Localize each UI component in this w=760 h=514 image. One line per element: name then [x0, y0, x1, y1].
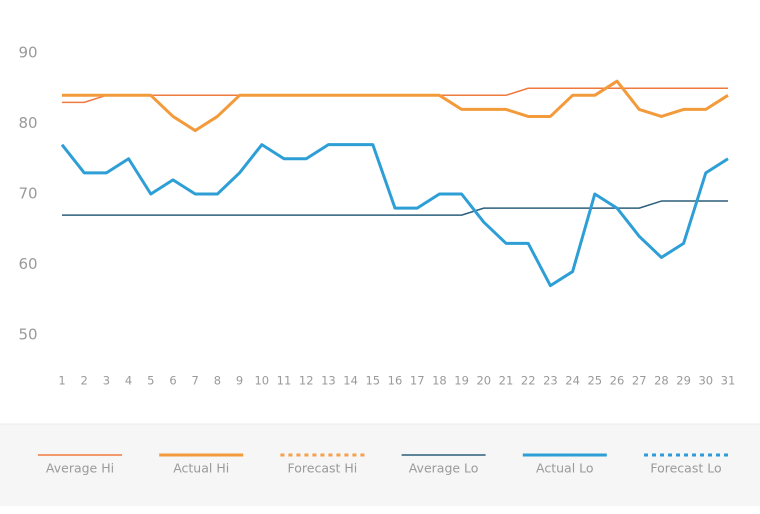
x-tick-label: 26 — [610, 374, 625, 388]
legend-label: Forecast Lo — [650, 461, 721, 476]
x-tick-label: 19 — [454, 374, 469, 388]
x-tick-label: 28 — [654, 374, 669, 388]
x-tick-label: 15 — [365, 374, 380, 388]
x-tick-label: 31 — [721, 374, 736, 388]
x-tick-label: 11 — [277, 374, 292, 388]
y-tick-label: 80 — [18, 114, 37, 132]
x-tick-label: 7 — [192, 374, 199, 388]
x-tick-label: 27 — [632, 374, 647, 388]
x-tick-label: 16 — [388, 374, 403, 388]
series-line — [62, 79, 729, 133]
y-tick-label: 60 — [18, 255, 37, 273]
x-tick-label: 17 — [410, 374, 425, 388]
legend-panel — [0, 424, 760, 506]
x-tick-label: 4 — [125, 374, 132, 388]
x-tick-label: 6 — [169, 374, 176, 388]
x-tick-label: 3 — [103, 374, 110, 388]
legend-label: Average Lo — [409, 461, 479, 476]
x-tick-label: 30 — [698, 374, 713, 388]
x-tick-label: 23 — [543, 374, 558, 388]
legend-label: Actual Hi — [173, 461, 229, 476]
x-tick-label: 1 — [58, 374, 65, 388]
x-tick-label: 21 — [499, 374, 514, 388]
x-tick-label: 13 — [321, 374, 336, 388]
x-tick-label: 20 — [476, 374, 491, 388]
x-tick-label: 8 — [214, 374, 221, 388]
x-tick-label: 29 — [676, 374, 691, 388]
x-tick-label: 24 — [565, 374, 580, 388]
x-tick-label: 18 — [432, 374, 447, 388]
x-tick-label: 12 — [299, 374, 314, 388]
x-tick-label: 10 — [254, 374, 269, 388]
x-tick-label: 25 — [587, 374, 602, 388]
x-tick-label: 5 — [147, 374, 154, 388]
legend-label: Average Hi — [46, 461, 114, 476]
legend-label: Actual Lo — [536, 461, 594, 476]
legend-label: Forecast Hi — [288, 461, 358, 476]
series-line — [60, 143, 729, 288]
x-tick-label: 14 — [343, 374, 358, 388]
x-tick-label: 9 — [236, 374, 243, 388]
x-tick-label: 22 — [521, 374, 536, 388]
y-tick-label: 70 — [18, 185, 37, 203]
x-tick-label: 2 — [81, 374, 88, 388]
y-tick-label: 90 — [18, 44, 37, 62]
y-tick-label: 50 — [18, 326, 37, 344]
